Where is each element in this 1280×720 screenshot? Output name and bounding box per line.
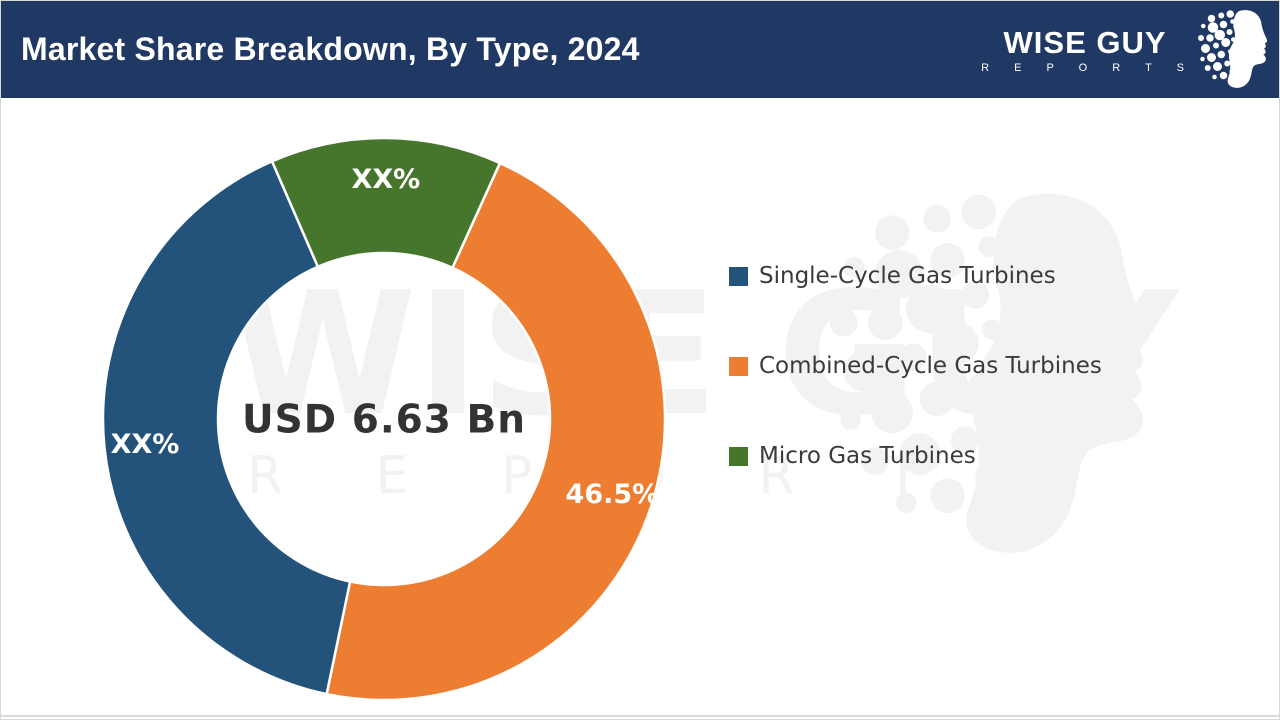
legend-item-micro: Micro Gas Turbines <box>729 441 976 471</box>
logo-subtitle: R E P O R T S <box>981 61 1195 74</box>
header: Market Share Breakdown, By Type, 2024 WI… <box>1 1 1279 98</box>
legend-item-single-cycle: Single-Cycle Gas Turbines <box>729 261 1056 291</box>
page-title: Market Share Breakdown, By Type, 2024 <box>21 31 640 67</box>
segment-label: 46.5% <box>566 479 660 510</box>
legend-label: Single-Cycle Gas Turbines <box>759 263 1056 289</box>
legend-swatch-2 <box>729 446 748 466</box>
donut-segment-combined-cycle-gas-turbines <box>325 161 667 702</box>
legend-swatch-0 <box>729 266 748 286</box>
donut-segment-single-cycle-gas-turbines <box>101 159 352 696</box>
legend-item-combined-cycle: Combined-Cycle Gas Turbines <box>729 351 1102 381</box>
donut-center-label: USD 6.63 Bn <box>242 398 526 443</box>
segment-label: XX% <box>111 429 180 460</box>
logo-head-icon <box>1195 8 1273 92</box>
bottom-divider <box>1 715 1279 717</box>
wise-guy-logo: WISE GUY R E P O R T S <box>975 7 1273 93</box>
legend-swatch-1 <box>729 356 748 376</box>
segment-label: XX% <box>352 164 421 195</box>
chart-area: WISE GUY R E P O R T S XX% 46.5% XX% USD 6.… <box>1 98 1279 719</box>
logo-wordmark: WISE GUY <box>1003 24 1167 60</box>
donut-chart: XX% 46.5% XX% USD 6.63 Bn <box>101 136 667 702</box>
legend-label: Combined-Cycle Gas Turbines <box>759 353 1102 379</box>
logo-text: WISE GUY R E P O R T S <box>975 27 1195 74</box>
legend-label: Micro Gas Turbines <box>759 443 976 469</box>
